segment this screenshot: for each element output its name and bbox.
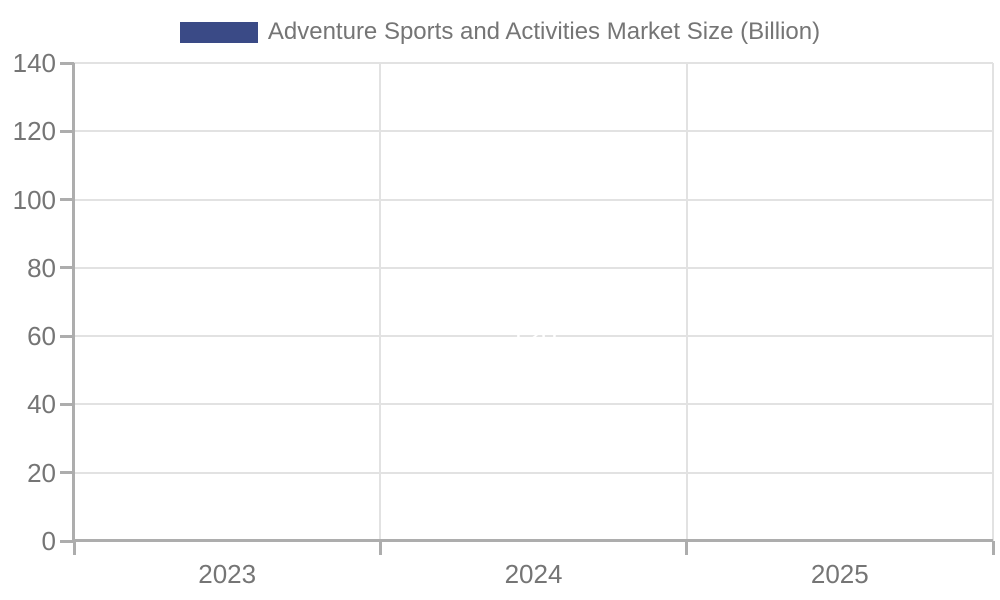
x-axis-line [72, 539, 993, 542]
y-axis-tick [60, 335, 74, 338]
v-gridline [685, 63, 688, 541]
bar: 100 [117, 200, 338, 541]
x-tick-label: 2024 [504, 559, 563, 589]
x-axis-tick [379, 541, 382, 555]
x-tick-label: 2023 [198, 559, 257, 589]
y-tick-label: 120 [12, 116, 56, 146]
h-gridline [74, 130, 993, 133]
x-axis-tick [685, 541, 688, 555]
y-tick-label: 60 [27, 321, 56, 351]
y-axis-tick [60, 266, 74, 269]
v-gridline [379, 63, 382, 541]
bar-value-label: 100 [203, 354, 251, 386]
y-tick-label: 80 [27, 253, 56, 283]
h-gridline [74, 198, 993, 201]
x-tick-label: 2025 [810, 559, 869, 589]
h-gridline [74, 62, 993, 64]
x-axis-tick [992, 541, 995, 555]
y-tick-label: 100 [12, 185, 56, 215]
y-tick-label: 40 [27, 389, 56, 419]
bar-value-label: 140 [816, 286, 864, 317]
x-axis-tick [73, 541, 76, 555]
bar: 140 [729, 63, 950, 541]
y-axis-tick [60, 403, 74, 406]
bar-value-label: 120 [510, 320, 557, 351]
h-gridline [74, 335, 993, 338]
legend-item[interactable]: Adventure Sports and Activities Market S… [0, 17, 1000, 47]
legend-label: Adventure Sports and Activities Market S… [267, 18, 821, 45]
y-axis-line [72, 63, 75, 541]
y-axis-tick [60, 471, 74, 474]
y-tick-label: 0 [41, 526, 56, 556]
h-gridline [74, 266, 993, 269]
h-gridline [74, 403, 993, 406]
y-axis-tick [60, 198, 74, 201]
v-gridline [992, 63, 994, 541]
y-axis-tick [60, 130, 74, 133]
y-axis-tick [60, 62, 74, 65]
y-axis-tick [60, 540, 74, 543]
y-tick-label: 20 [27, 458, 56, 488]
y-tick-label: 140 [12, 48, 56, 78]
legend-swatch [179, 21, 258, 43]
bar: 120 [423, 131, 644, 541]
h-gridline [74, 471, 993, 474]
plot-area: 100 120 140 [74, 62, 994, 541]
